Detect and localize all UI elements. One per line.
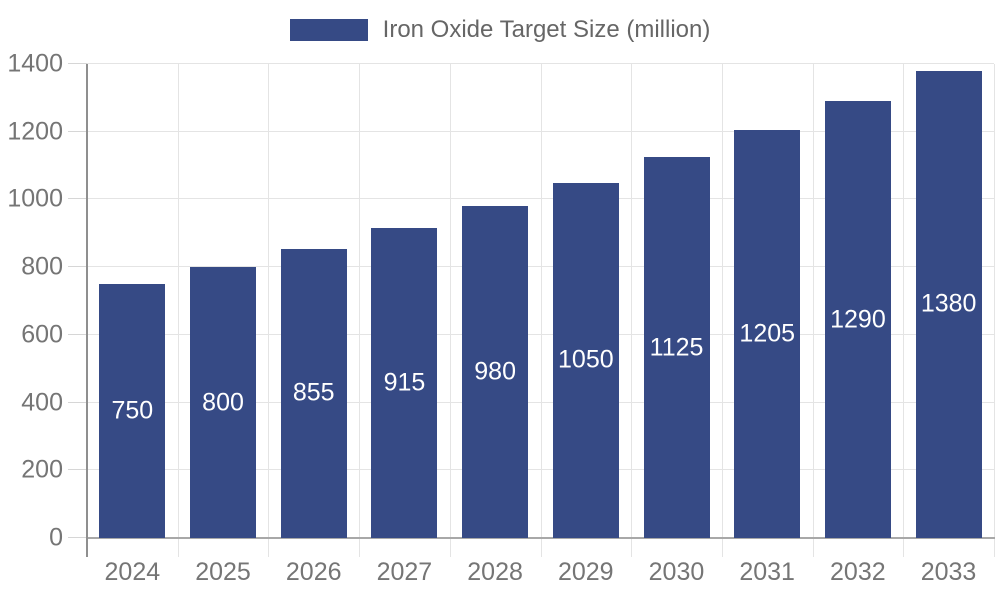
bar-value-label: 1290	[830, 305, 886, 334]
x-axis-line	[86, 537, 995, 539]
bar-value-label: 1050	[558, 345, 614, 374]
x-axis-labels: 2024 2025 2026 2027 2028 2029 2030 2031 2032 2033	[87, 554, 994, 590]
plot-area: 0 200 400 600 800 1000 1200 1400 750 800 855 915 980…	[7, 51, 995, 557]
bar-2029[interactable]	[552, 182, 619, 538]
bar-value-label: 800	[202, 388, 244, 417]
x-axis-tick-label: 2027	[376, 558, 433, 586]
bar-2026[interactable]	[280, 248, 347, 538]
gridline-vertical	[177, 64, 179, 557]
x-axis-tick-label: 2031	[739, 558, 795, 586]
y-axis-tick	[68, 333, 87, 335]
gridline-vertical	[994, 64, 995, 557]
bar-value-label: 750	[111, 396, 154, 425]
bar-value-label: 1380	[920, 289, 977, 318]
gridline-vertical	[721, 64, 723, 557]
y-axis-tick	[68, 537, 87, 538]
bar-value-label: 855	[292, 378, 335, 407]
y-axis-tick	[68, 130, 87, 132]
bar-2025[interactable]	[190, 267, 257, 538]
bar-value-label: 915	[383, 368, 426, 397]
bar-value-label: 980	[474, 357, 516, 386]
gridline-vertical	[540, 64, 542, 557]
gridline-vertical	[268, 64, 270, 557]
y-axis-tick	[68, 401, 87, 403]
y-axis-tick-label: 400	[21, 388, 63, 417]
bar-2024[interactable]	[99, 284, 166, 538]
y-axis-tick-label: 200	[21, 455, 63, 484]
x-axis-tick-label: 2026	[285, 558, 342, 586]
gridline-horizontal	[87, 63, 994, 64]
bar-value-label: 1205	[739, 319, 796, 348]
bar-2032[interactable]	[824, 101, 891, 538]
x-axis-tick-label: 2029	[557, 558, 614, 586]
y-axis-tick-label: 800	[21, 252, 63, 281]
x-axis-tick-label: 2025	[195, 558, 251, 586]
gridline-vertical	[359, 64, 361, 557]
y-axis-tick-label: 0	[49, 523, 63, 552]
bar-value-label: 1125	[649, 333, 704, 362]
bar-2033[interactable]	[915, 70, 982, 538]
legend-swatch	[289, 19, 368, 41]
legend-label: Iron Oxide Target Size (million)	[382, 16, 711, 43]
gridline-vertical	[903, 64, 905, 557]
y-axis-tick-label: 600	[21, 320, 63, 349]
bar-2028[interactable]	[462, 206, 529, 538]
bar-2030[interactable]	[643, 157, 710, 538]
y-axis-tick	[68, 469, 87, 471]
gridline-vertical	[812, 64, 814, 557]
x-axis-tick-label: 2030	[648, 558, 705, 586]
y-axis-tick-label: 1200	[7, 117, 63, 146]
y-axis-tick	[68, 198, 87, 200]
bar-2031[interactable]	[734, 130, 801, 538]
y-axis-tick-label: 1400	[7, 49, 63, 78]
legend[interactable]: Iron Oxide Target Size (million)	[0, 16, 1000, 44]
gridline-vertical	[631, 64, 633, 557]
x-axis-tick-label: 2024	[104, 558, 161, 586]
x-axis-tick-label: 2028	[467, 558, 523, 586]
x-axis-tick-label: 2033	[920, 558, 977, 586]
y-axis-tick-label: 1000	[7, 184, 63, 213]
y-axis-tick	[68, 266, 87, 268]
x-axis-tick-label: 2032	[830, 558, 886, 586]
bar-2027[interactable]	[371, 228, 438, 538]
y-axis-line	[86, 64, 88, 557]
gridline-vertical	[449, 64, 451, 557]
y-axis-tick	[68, 63, 87, 64]
